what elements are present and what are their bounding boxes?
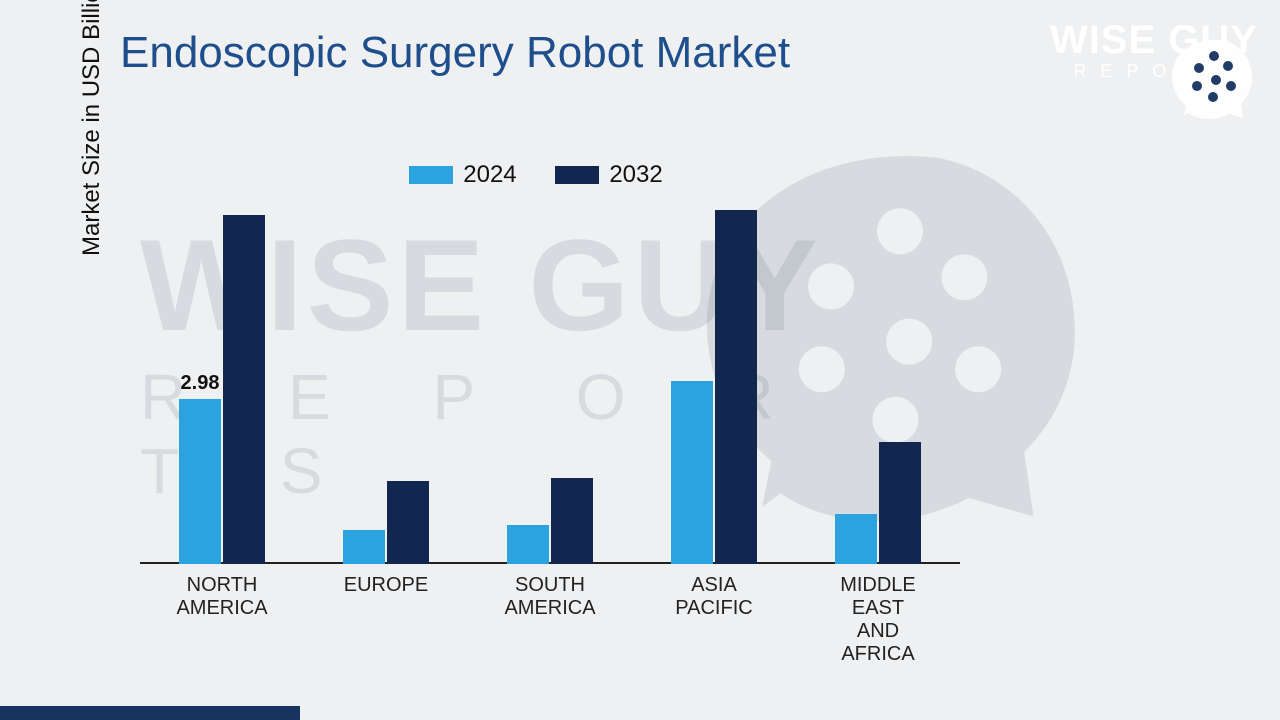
legend-label-2032: 2032: [609, 161, 662, 189]
bar: [387, 481, 429, 564]
data-label: 2.98: [170, 372, 230, 395]
bar: [835, 514, 877, 564]
brand-head-icon: [1164, 34, 1264, 134]
category-label: ASIAPACIFIC: [632, 574, 796, 620]
bottom-accent-bar: [0, 706, 300, 720]
bar-pair: [468, 204, 632, 564]
bar: [179, 399, 221, 564]
bar-group: MIDDLEEASTANDAFRICA: [796, 204, 960, 564]
page-root: Endoscopic Surgery Robot Market WISE GUY…: [0, 0, 1280, 720]
chart-title: Endoscopic Surgery Robot Market: [120, 28, 790, 78]
bar: [343, 530, 385, 564]
category-label: EUROPE: [304, 574, 468, 597]
bar-group: ASIAPACIFIC: [632, 204, 796, 564]
plot-area: 2.98NORTHAMERICAEUROPESOUTHAMERICAASIAPA…: [140, 204, 960, 564]
bar-group: SOUTHAMERICA: [468, 204, 632, 564]
bar: [223, 215, 265, 564]
bar-pair: [304, 204, 468, 564]
bar-pair: 2.98: [140, 204, 304, 564]
bar-chart: 2024 2032 Market Size in USD Billion 2.9…: [70, 160, 970, 640]
bar: [671, 381, 713, 564]
bar-group: EUROPE: [304, 204, 468, 564]
y-axis-label: Market Size in USD Billion: [78, 0, 106, 256]
legend-swatch-2024: [409, 166, 453, 184]
category-label: NORTHAMERICA: [140, 574, 304, 620]
bar-group: 2.98NORTHAMERICA: [140, 204, 304, 564]
legend: 2024 2032: [70, 160, 970, 189]
legend-swatch-2032: [555, 166, 599, 184]
bar-pair: [796, 204, 960, 564]
legend-label-2024: 2024: [463, 161, 516, 189]
bar: [715, 210, 757, 564]
bar: [551, 478, 593, 564]
brand-block: WISE GUY REPORTS: [1050, 20, 1258, 80]
bar: [507, 525, 549, 564]
bar-pair: [632, 204, 796, 564]
bar: [879, 442, 921, 564]
category-label: SOUTHAMERICA: [468, 574, 632, 620]
category-label: MIDDLEEASTANDAFRICA: [796, 574, 960, 666]
